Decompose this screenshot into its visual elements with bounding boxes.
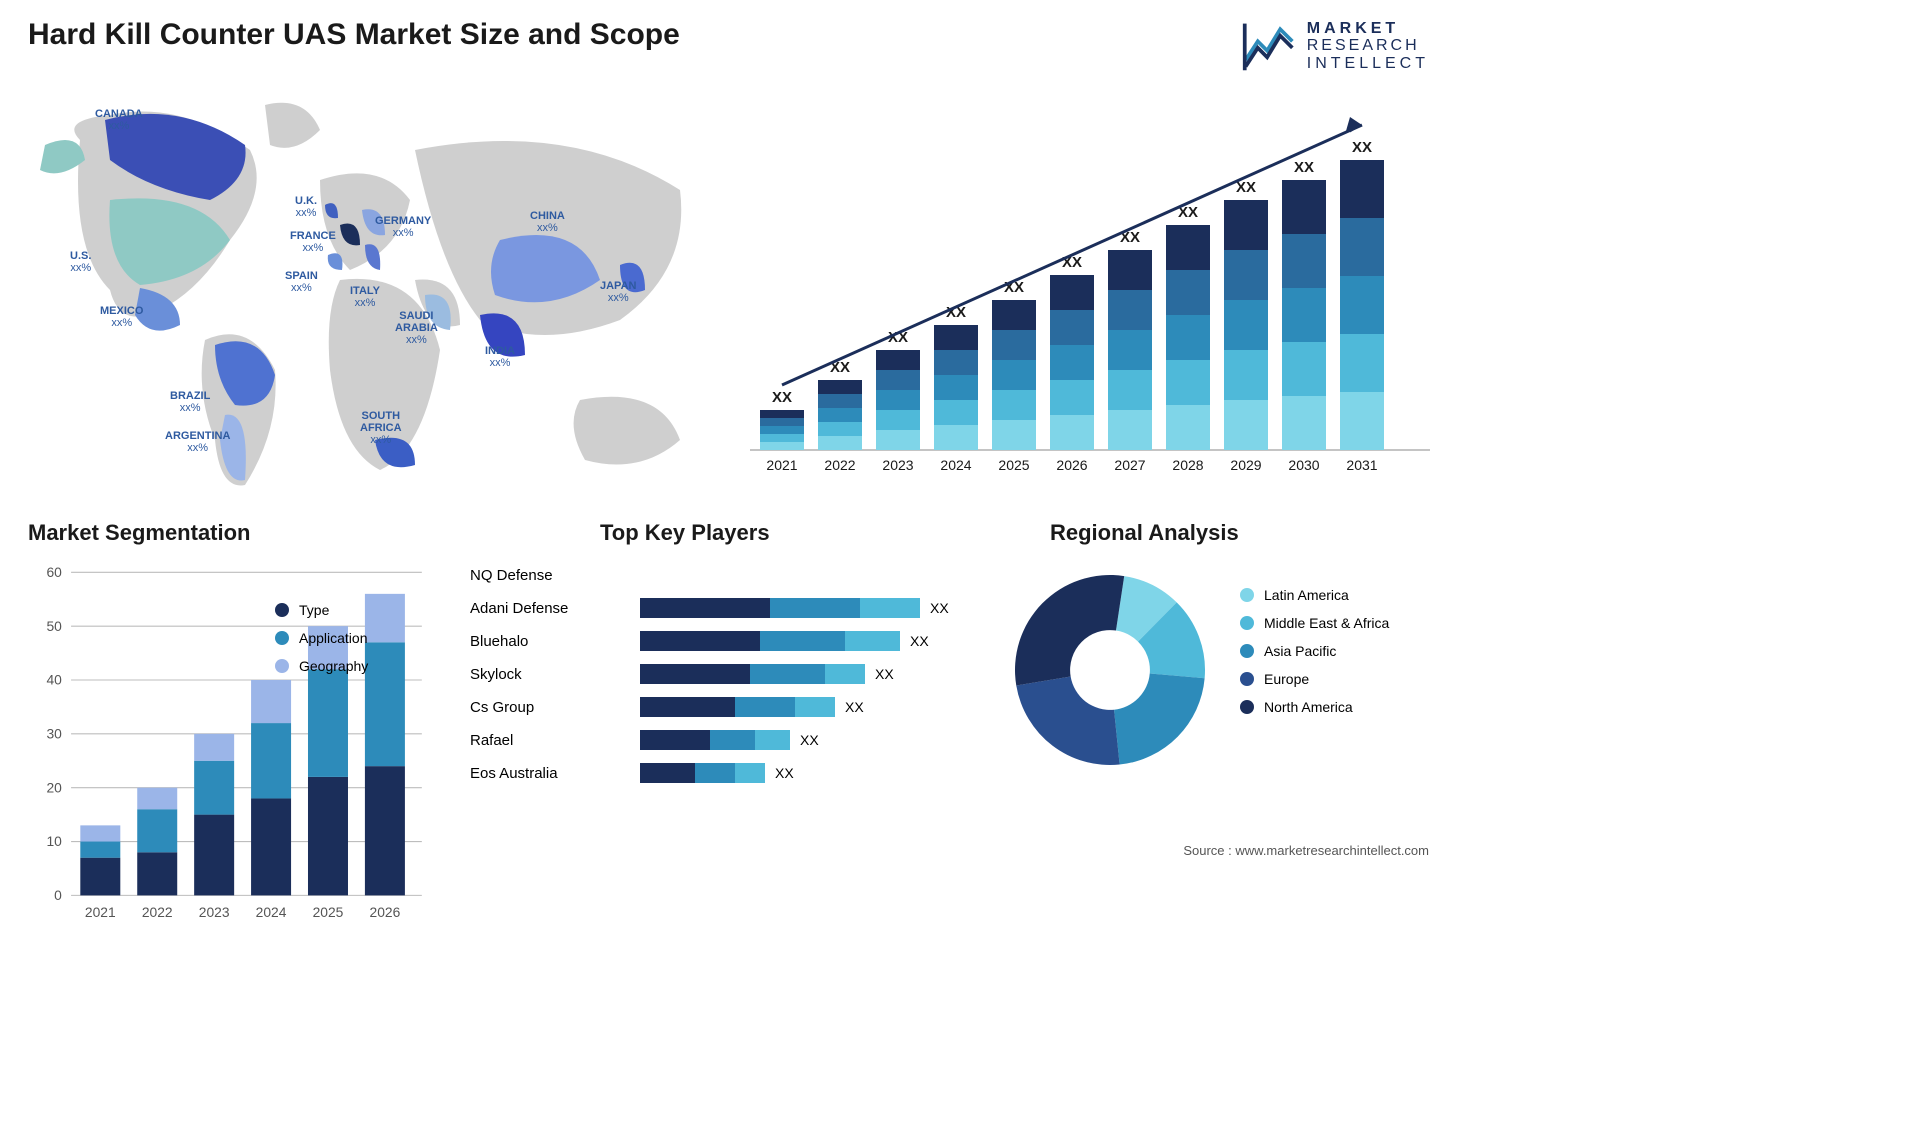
- svg-text:2025: 2025: [998, 457, 1029, 473]
- svg-text:2022: 2022: [142, 904, 173, 920]
- legend-item: Middle East & Africa: [1240, 615, 1389, 631]
- svg-text:2021: 2021: [85, 904, 116, 920]
- regional-legend: Latin America Middle East & Africa Asia Pa…: [1240, 575, 1389, 727]
- player-row: Eos AustraliaXX: [470, 760, 970, 786]
- svg-text:40: 40: [46, 672, 62, 688]
- map-label: INDIAxx%: [485, 345, 515, 369]
- map-label: SAUDIARABIAxx%: [395, 310, 438, 346]
- player-row: Adani DefenseXX: [470, 595, 970, 621]
- legend-item: Latin America: [1240, 587, 1389, 603]
- players-chart: NQ Defense Adani DefenseXX BluehaloXX Skylo…: [470, 555, 970, 793]
- player-row: Cs GroupXX: [470, 694, 970, 720]
- svg-text:10: 10: [46, 833, 62, 849]
- player-row: NQ Defense: [470, 562, 970, 588]
- svg-text:2030: 2030: [1288, 457, 1319, 473]
- segmentation-title: Market Segmentation: [28, 520, 251, 546]
- player-row: RafaelXX: [470, 727, 970, 753]
- logo-line3: INTELLECT: [1307, 55, 1429, 73]
- svg-text:2024: 2024: [940, 457, 971, 473]
- regional-title: Regional Analysis: [1050, 520, 1239, 546]
- map-label: BRAZILxx%: [170, 390, 210, 414]
- map-label: CHINAxx%: [530, 210, 565, 234]
- legend-item: Application: [275, 630, 368, 646]
- svg-text:XX: XX: [1294, 159, 1314, 176]
- growth-chart: XX2021XX2022XX2023XX2024XX2025XX2026XX20…: [750, 100, 1430, 480]
- legend-item: Europe: [1240, 671, 1389, 687]
- svg-text:2029: 2029: [1230, 457, 1261, 473]
- page-title: Hard Kill Counter UAS Market Size and Sc…: [28, 18, 680, 52]
- legend-item: Type: [275, 602, 368, 618]
- map-label: GERMANYxx%: [375, 215, 431, 239]
- map-label: SPAINxx%: [285, 270, 318, 294]
- svg-text:2028: 2028: [1172, 457, 1203, 473]
- svg-text:60: 60: [46, 564, 62, 580]
- segmentation-legend: Type Application Geography: [275, 590, 368, 686]
- legend-item: North America: [1240, 699, 1389, 715]
- svg-text:2027: 2027: [1114, 457, 1145, 473]
- world-map: CANADAxx% U.S.xx% MEXICOxx% BRAZILxx% ARGENT…: [20, 90, 720, 490]
- player-row: BluehaloXX: [470, 628, 970, 654]
- source-text: Source : www.marketresearchintellect.com: [1183, 843, 1429, 858]
- logo-line2: RESEARCH: [1307, 37, 1429, 55]
- logo-line1: MARKET: [1307, 20, 1429, 38]
- map-label: CANADAxx%: [95, 108, 143, 132]
- svg-text:30: 30: [46, 725, 62, 741]
- svg-text:20: 20: [46, 779, 62, 795]
- svg-text:0: 0: [54, 887, 62, 903]
- svg-text:XX: XX: [1352, 139, 1372, 156]
- svg-text:2023: 2023: [882, 457, 913, 473]
- map-label: FRANCExx%: [290, 230, 336, 254]
- svg-text:2022: 2022: [824, 457, 855, 473]
- map-label: U.S.xx%: [70, 250, 91, 274]
- svg-text:2026: 2026: [1056, 457, 1087, 473]
- legend-item: Geography: [275, 658, 368, 674]
- svg-text:2023: 2023: [199, 904, 230, 920]
- regional-donut: [1000, 560, 1220, 780]
- player-row: SkylockXX: [470, 661, 970, 687]
- brand-logo: MARKET RESEARCH INTELLECT: [1241, 18, 1429, 74]
- svg-text:50: 50: [46, 618, 62, 634]
- svg-text:2021: 2021: [766, 457, 797, 473]
- map-label: ARGENTINAxx%: [165, 430, 230, 454]
- svg-text:2024: 2024: [256, 904, 287, 920]
- logo-mark-icon: [1241, 18, 1297, 74]
- svg-text:2031: 2031: [1346, 457, 1377, 473]
- svg-text:2026: 2026: [370, 904, 401, 920]
- map-label: SOUTHAFRICAxx%: [360, 410, 402, 446]
- players-title: Top Key Players: [600, 520, 770, 546]
- map-label: ITALYxx%: [350, 285, 380, 309]
- svg-text:XX: XX: [772, 389, 792, 406]
- map-label: JAPANxx%: [600, 280, 636, 304]
- svg-text:2025: 2025: [313, 904, 344, 920]
- legend-item: Asia Pacific: [1240, 643, 1389, 659]
- map-label: U.K.xx%: [295, 195, 317, 219]
- map-label: MEXICOxx%: [100, 305, 143, 329]
